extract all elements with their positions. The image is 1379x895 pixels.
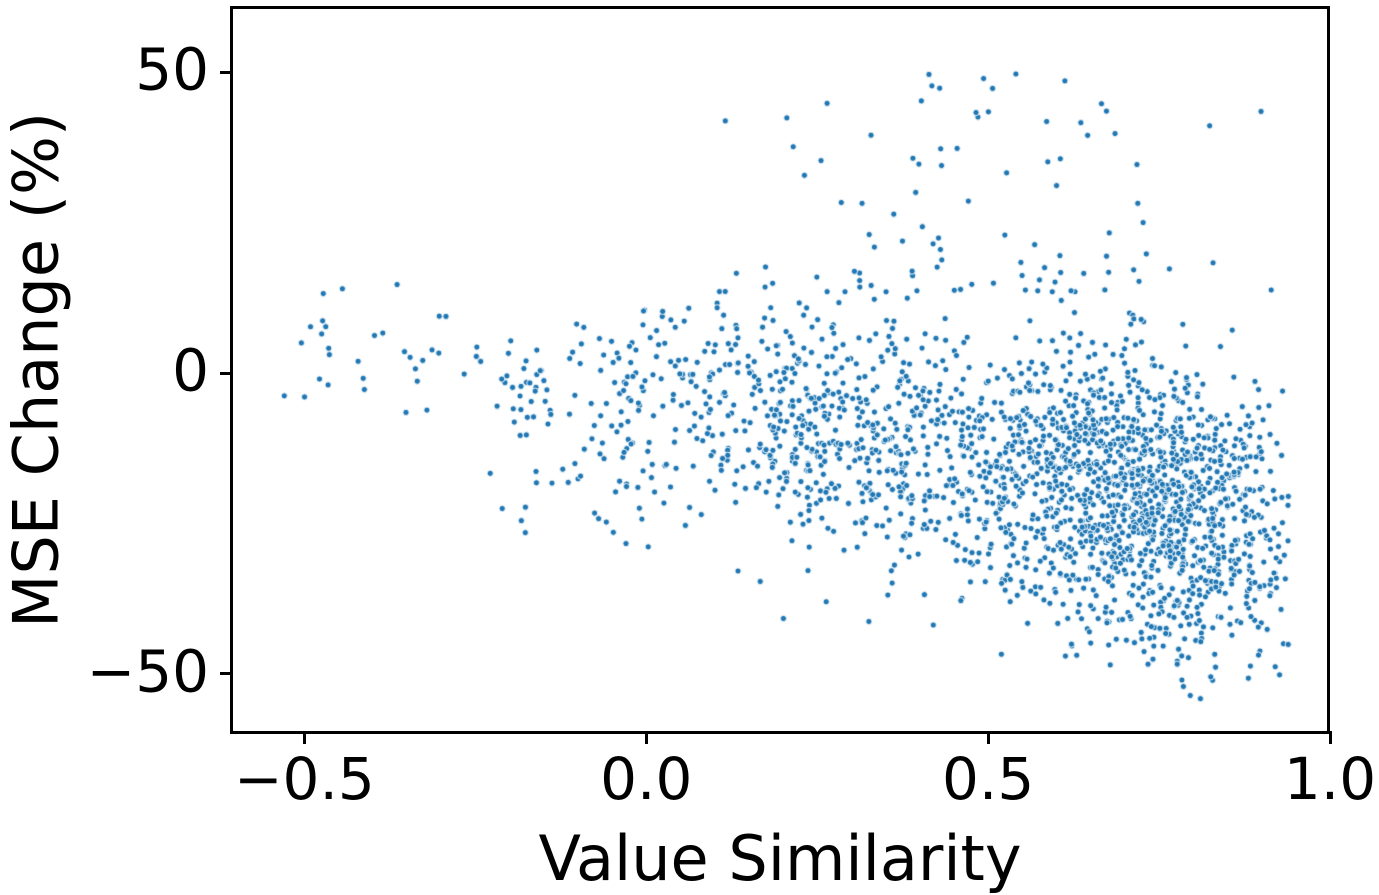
scatter-points-canvas — [233, 9, 1327, 731]
x-tick-mark — [1328, 731, 1332, 744]
y-tick-label: 0 — [172, 336, 209, 405]
x-tick-mark — [986, 731, 990, 744]
plot-area: −0.5 0.0 0.5 1.0 −50 0 50 — [87, 6, 1376, 809]
y-tick-label: 50 — [135, 35, 209, 104]
y-axis-label: MSE Change (%) — [0, 111, 73, 629]
x-tick-label: −0.5 — [233, 745, 375, 813]
x-tick-mark — [302, 731, 306, 744]
y-tick-label: −50 — [86, 637, 209, 706]
y-tick-mark — [220, 672, 233, 676]
x-axis-label: Value Similarity — [538, 822, 1022, 895]
x-tick-mark — [644, 731, 648, 744]
x-tick-label: 0.0 — [600, 745, 693, 813]
y-tick-mark — [220, 371, 233, 375]
x-tick-label: 0.5 — [942, 745, 1035, 813]
x-tick-label: 1.0 — [1283, 745, 1377, 813]
y-tick-mark — [220, 70, 233, 74]
